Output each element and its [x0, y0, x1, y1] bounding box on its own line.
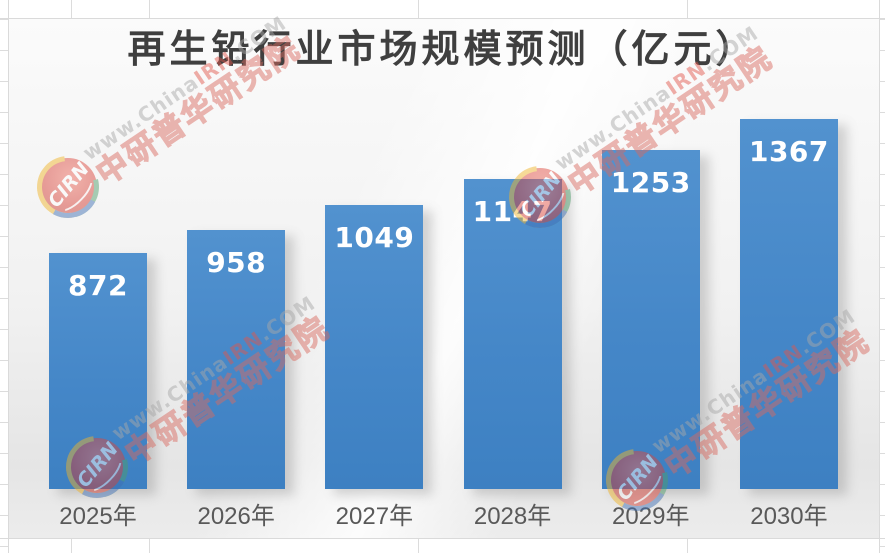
sheet-gridline-top — [0, 18, 885, 19]
sheet-column-ticks-bottom — [0, 539, 885, 553]
sheet-row-ticks-right — [879, 19, 885, 553]
sheet-gridline-bottom — [0, 538, 885, 539]
x-axis-label: 2026年 — [197, 503, 275, 530]
bar-2026年: 958 — [187, 230, 286, 489]
bar-value-label: 1253 — [610, 166, 691, 199]
x-axis-label: 2028年 — [473, 503, 552, 530]
sheet-row-ticks-left — [0, 19, 8, 553]
bars-row: 872 958 1049 1147 1253 1367 — [8, 18, 879, 489]
bar-2025年: 872 — [49, 253, 147, 489]
sheet-gridline-left — [8, 0, 9, 553]
x-axis-labels-row: 2025年 2026年 2027年 2028年 2029年 2030年 — [8, 496, 879, 531]
bar-value-label: 958 — [206, 246, 267, 279]
x-axis-label: 2029年 — [612, 503, 690, 530]
bar-2027年: 1049 — [325, 205, 424, 489]
bar-value-label: 1049 — [334, 221, 415, 254]
chart-title: 再生铅行业市场规模预测（亿元） — [127, 29, 758, 71]
bar-value-label: 1367 — [748, 135, 829, 168]
bar-2029年: 1253 — [601, 150, 700, 489]
sheet-column-ticks-top — [0, 0, 885, 18]
bar-value-label: 1147 — [472, 195, 553, 228]
bar-2028年: 1147 — [463, 179, 562, 489]
bar-2030年: 1367 — [739, 119, 838, 489]
bar-value-label: 872 — [68, 269, 128, 302]
x-axis-label: 2027年 — [335, 503, 414, 530]
x-axis-label: 2030年 — [750, 503, 828, 530]
x-axis-label: 2025年 — [59, 503, 137, 530]
chart-plot-area — [9, 19, 879, 538]
